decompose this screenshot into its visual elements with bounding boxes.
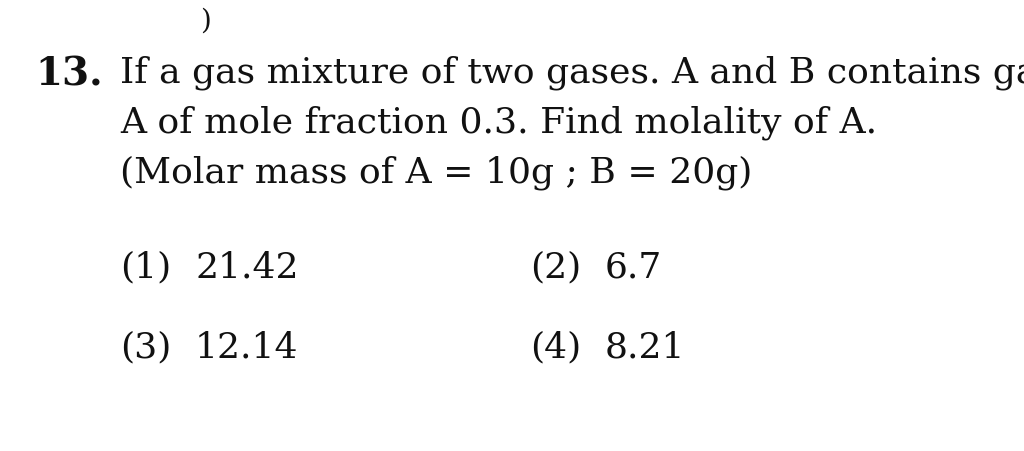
Text: If a gas mixture of two gases. A and B contains gas: If a gas mixture of two gases. A and B c… — [120, 55, 1024, 89]
Text: 13.: 13. — [35, 55, 102, 93]
Text: ): ) — [200, 8, 211, 35]
Text: (Molar mass of A = 10g ; B = 20g): (Molar mass of A = 10g ; B = 20g) — [120, 155, 753, 189]
Text: (4): (4) — [530, 330, 582, 364]
Text: (1): (1) — [120, 250, 171, 284]
Text: 6.7: 6.7 — [605, 250, 663, 284]
Text: 8.21: 8.21 — [605, 330, 685, 364]
Text: (3): (3) — [120, 330, 171, 364]
Text: A of mole fraction 0.3. Find molality of A.: A of mole fraction 0.3. Find molality of… — [120, 105, 878, 139]
Text: 12.14: 12.14 — [195, 330, 299, 364]
Text: 21.42: 21.42 — [195, 250, 299, 284]
Text: (2): (2) — [530, 250, 582, 284]
